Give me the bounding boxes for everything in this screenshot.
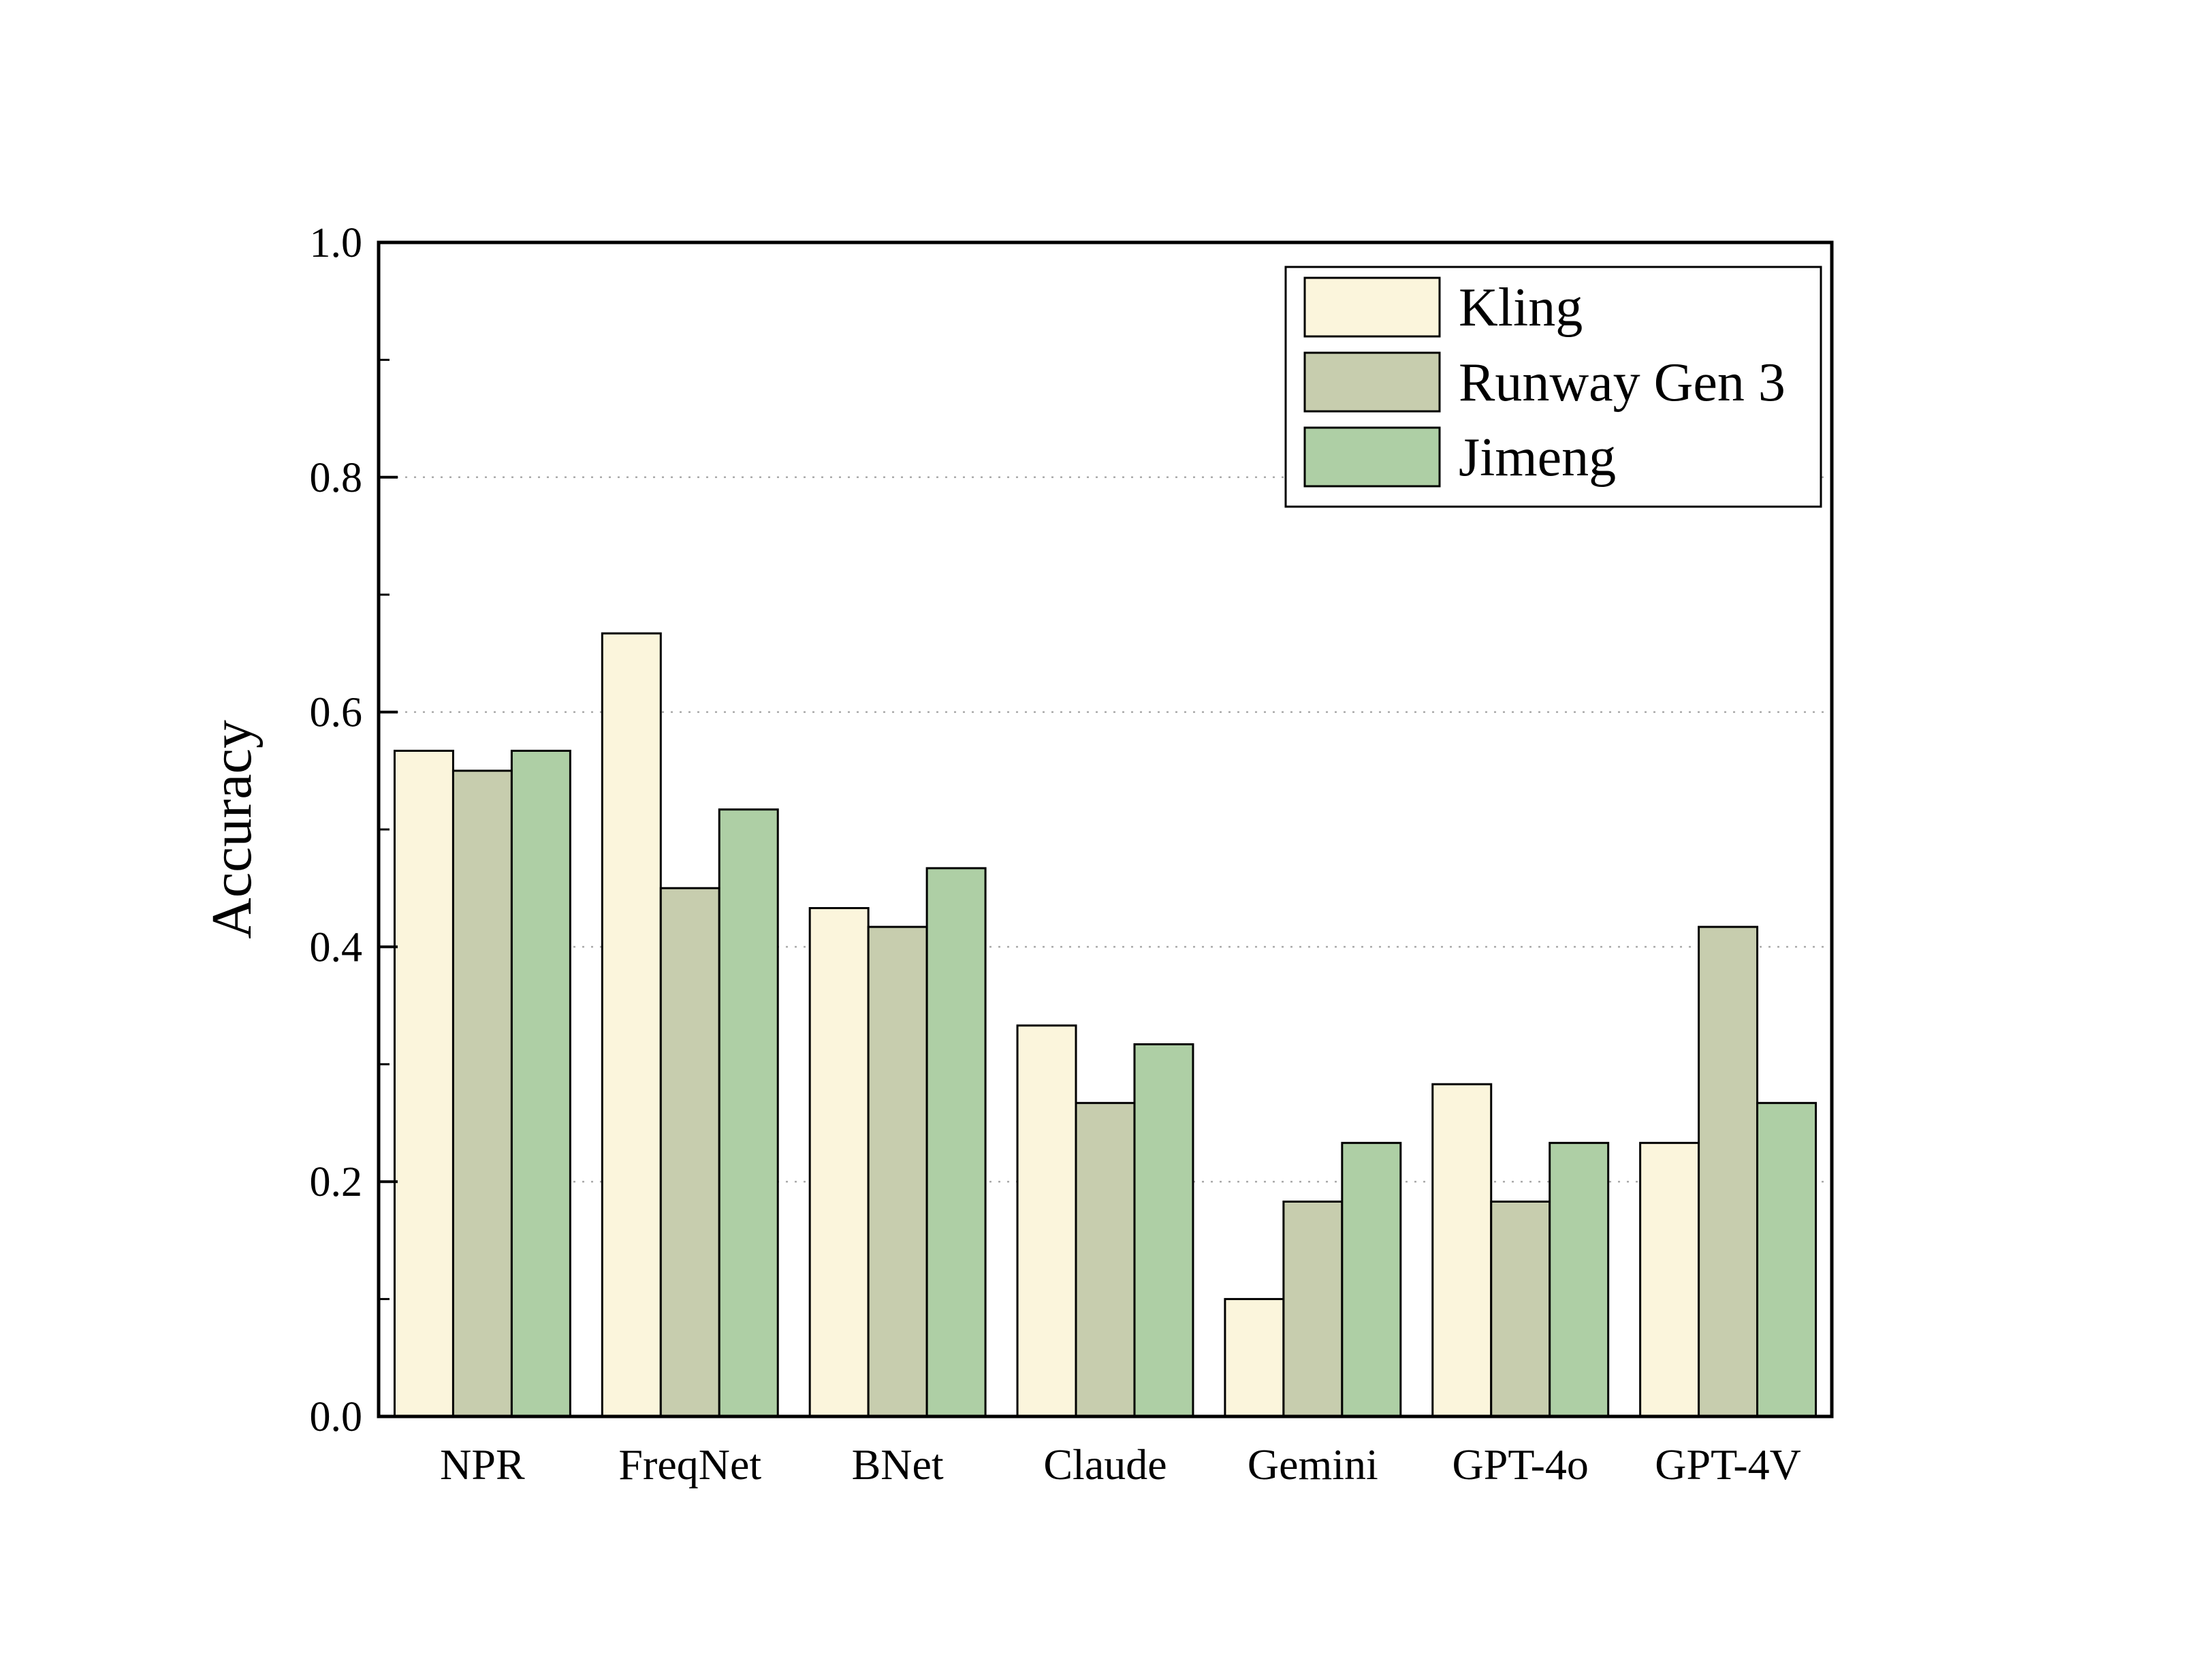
legend-label-runway-gen-3: Runway Gen 3 bbox=[1459, 353, 1786, 413]
y-tick-label: 0.0 bbox=[310, 1394, 363, 1440]
y-tick-label: 0.4 bbox=[310, 924, 363, 970]
bar-kling-freqnet bbox=[601, 632, 662, 1418]
x-tick-label: GPT-4o bbox=[1453, 1440, 1589, 1489]
bar-runway-gen-3-gemini bbox=[1282, 1201, 1344, 1418]
bar-jimeng-npr bbox=[510, 749, 571, 1418]
legend-label-jimeng: Jimeng bbox=[1459, 428, 1616, 488]
bar-kling-gpt-4o bbox=[1431, 1083, 1493, 1418]
bar-jimeng-gemini bbox=[1341, 1141, 1402, 1418]
y-tick-label: 0.8 bbox=[310, 455, 363, 501]
x-tick-label: BNet bbox=[852, 1440, 944, 1489]
legend-swatch-runway-gen-3 bbox=[1303, 351, 1441, 413]
bar-jimeng-gpt-4o bbox=[1549, 1141, 1610, 1418]
bar-runway-gen-3-gpt-4v bbox=[1698, 925, 1759, 1418]
legend: Kling Runway Gen 3 Jimeng bbox=[1284, 266, 1822, 508]
bar-jimeng-claude bbox=[1133, 1043, 1194, 1418]
bar-jimeng-freqnet bbox=[718, 808, 779, 1418]
x-tick-label: GPT-4V bbox=[1655, 1440, 1801, 1489]
bar-kling-npr bbox=[393, 749, 454, 1418]
x-tick-label: Gemini bbox=[1248, 1440, 1378, 1489]
bar-runway-gen-3-claude bbox=[1075, 1102, 1136, 1418]
y-tick-label: 1.0 bbox=[310, 220, 363, 266]
x-tick-label: NPR bbox=[440, 1440, 525, 1489]
bar-kling-gemini bbox=[1224, 1298, 1285, 1418]
bar-kling-bnet bbox=[808, 907, 870, 1418]
legend-swatch-jimeng bbox=[1303, 426, 1441, 488]
bar-runway-gen-3-freqnet bbox=[659, 887, 720, 1418]
legend-swatch-kling bbox=[1303, 276, 1441, 338]
y-tick-label: 0.6 bbox=[310, 690, 363, 736]
bar-kling-gpt-4v bbox=[1639, 1141, 1700, 1418]
bar-jimeng-gpt-4v bbox=[1756, 1102, 1818, 1418]
bar-runway-gen-3-bnet bbox=[867, 925, 928, 1418]
bar-jimeng-bnet bbox=[925, 867, 987, 1418]
bar-runway-gen-3-npr bbox=[451, 770, 513, 1418]
y-tick-label: 0.2 bbox=[310, 1159, 363, 1205]
x-tick-label: FreqNet bbox=[618, 1440, 761, 1489]
bar-kling-claude bbox=[1016, 1024, 1077, 1418]
bar-runway-gen-3-gpt-4o bbox=[1490, 1201, 1551, 1418]
legend-label-kling: Kling bbox=[1459, 278, 1583, 338]
x-tick-label: Claude bbox=[1043, 1440, 1167, 1489]
y-axis-title: Accuracy bbox=[200, 720, 264, 939]
